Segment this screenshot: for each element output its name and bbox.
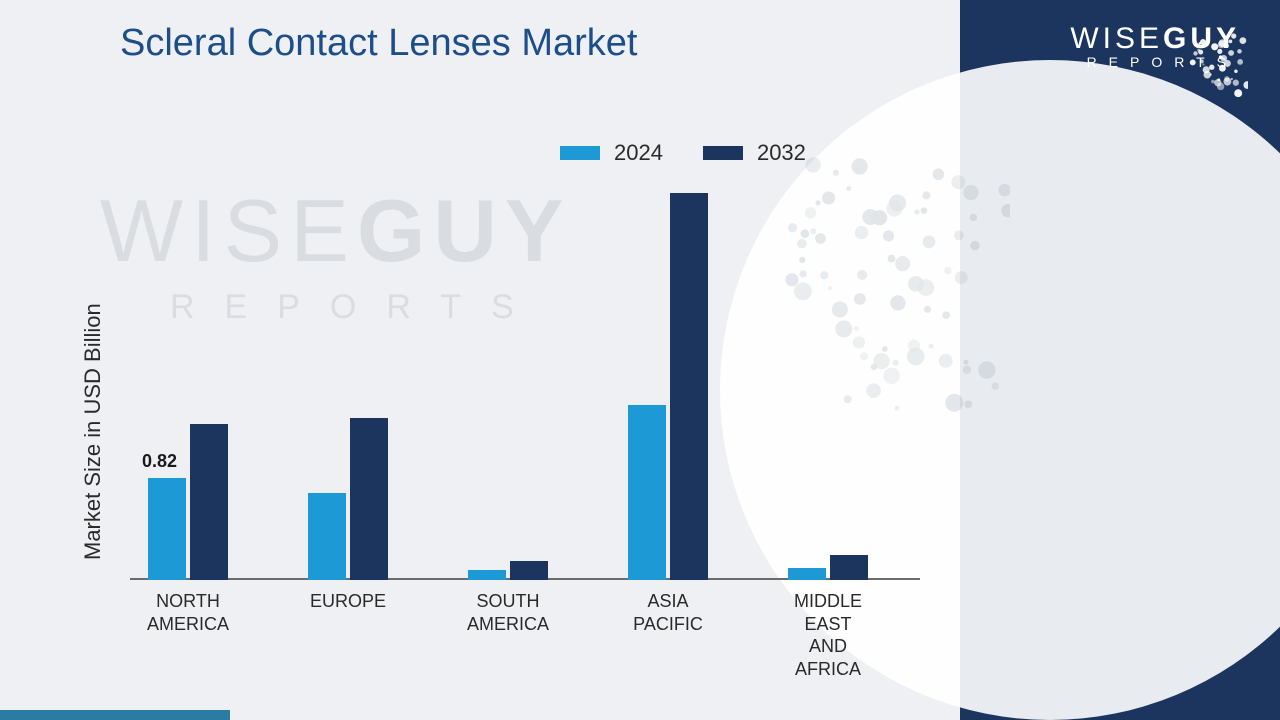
bar [510,561,548,580]
bar [670,193,708,581]
bar-group [308,180,388,580]
bar-chart: 0.82NORTHAMERICAEUROPESOUTHAMERICAASIAPA… [130,180,920,580]
legend-item: 2032 [703,140,806,166]
accent-bar [0,710,230,720]
category-label: SOUTHAMERICA [448,590,568,635]
category-label: EUROPE [288,590,408,613]
logo-line1a: WISE [1070,22,1163,55]
bar-group [788,180,868,580]
category-label: MIDDLEEASTANDAFRICA [768,590,888,680]
legend-label: 2024 [614,140,663,166]
y-axis-label: Market Size in USD Billion [80,303,106,560]
chart-title: Scleral Contact Lenses Market [120,22,637,65]
bar [830,555,868,580]
category-label: NORTHAMERICA [128,590,248,635]
legend-item: 2024 [560,140,663,166]
bar [350,418,388,581]
bar-value-label: 0.82 [142,451,177,472]
bar-group [468,180,548,580]
bar-group: 0.82 [148,180,228,580]
bar [788,568,826,581]
bar [308,493,346,581]
logo-line1b: GUY [1163,22,1240,55]
bar [628,405,666,580]
bar [148,478,186,581]
legend-swatch [703,146,743,160]
bar [468,570,506,580]
legend: 2024 2032 [560,140,806,166]
brand-logo: WISEGUY REPORTS [1070,22,1240,70]
category-label: ASIAPACIFIC [608,590,728,635]
bar [190,424,228,580]
legend-label: 2032 [757,140,806,166]
chart-canvas: WISEGUY REPORTS Scleral Contact Lenses M… [0,0,1280,720]
bar-group [628,180,708,580]
logo-line2: REPORTS [1070,54,1240,70]
legend-swatch [560,146,600,160]
